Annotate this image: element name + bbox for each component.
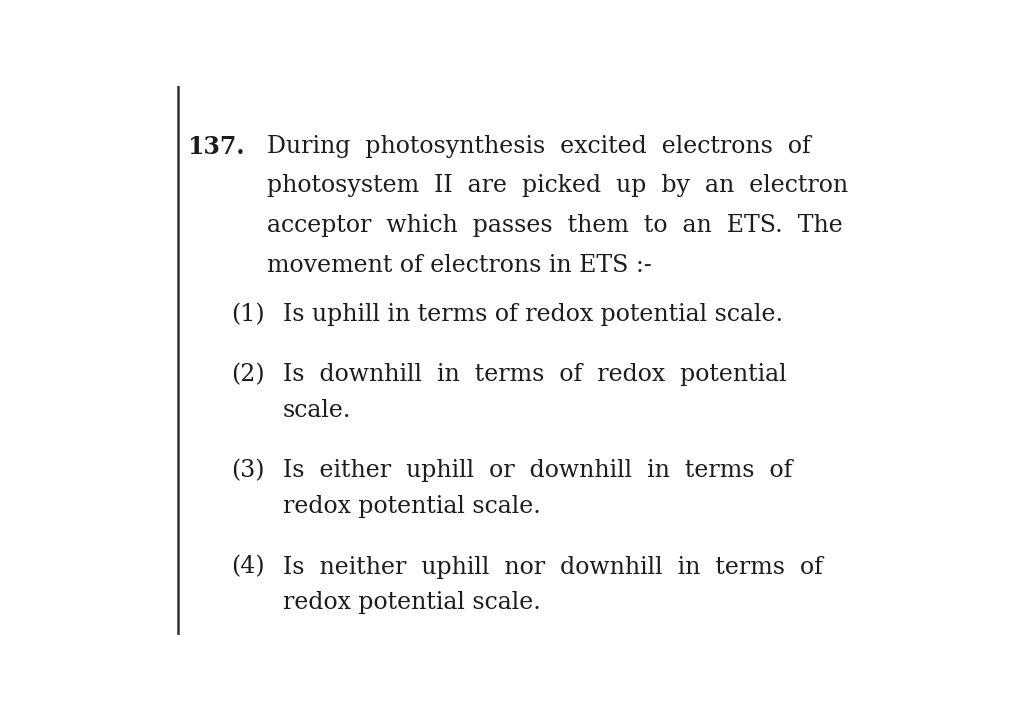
Text: photosystem  II  are  picked  up  by  an  electron: photosystem II are picked up by an elect… [267, 175, 848, 198]
Text: redox potential scale.: redox potential scale. [283, 495, 541, 518]
Text: (3): (3) [231, 459, 264, 483]
Text: acceptor  which  passes  them  to  an  ETS.  The: acceptor which passes them to an ETS. Th… [267, 214, 843, 237]
Text: scale.: scale. [283, 399, 351, 422]
Text: Is  either  uphill  or  downhill  in  terms  of: Is either uphill or downhill in terms of [283, 459, 793, 483]
Text: (2): (2) [231, 364, 265, 386]
Text: movement of electrons in ETS :-: movement of electrons in ETS :- [267, 254, 651, 277]
Text: (1): (1) [231, 303, 265, 326]
Text: (4): (4) [231, 555, 265, 578]
Text: During  photosynthesis  excited  electrons  of: During photosynthesis excited electrons … [267, 135, 811, 158]
Text: Is  downhill  in  terms  of  redox  potential: Is downhill in terms of redox potential [283, 364, 786, 386]
Text: redox potential scale.: redox potential scale. [283, 591, 541, 614]
Text: Is uphill in terms of redox potential scale.: Is uphill in terms of redox potential sc… [283, 303, 783, 326]
Text: Is  neither  uphill  nor  downhill  in  terms  of: Is neither uphill nor downhill in terms … [283, 555, 822, 578]
Text: 137.: 137. [187, 135, 245, 159]
